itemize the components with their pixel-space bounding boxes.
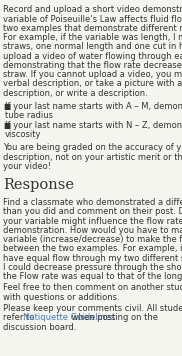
Text: variable of Poiseuille’s Law affects fluid flow. Provide: variable of Poiseuille’s Law affects flu… (3, 15, 182, 23)
Text: variable (increase/decrease) to make the flow rate equal: variable (increase/decrease) to make the… (3, 235, 182, 244)
Text: Feel free to then comment on another student’s analysis: Feel free to then comment on another stu… (3, 283, 182, 292)
Text: have equal flow through my two different straw lengths,: have equal flow through my two different… (3, 253, 182, 262)
Text: verbal description, or take a picture with an added: verbal description, or take a picture wi… (3, 79, 182, 88)
Text: Please keep your comments civil. All students should: Please keep your comments civil. All stu… (3, 304, 182, 313)
Text: viscosity: viscosity (5, 130, 41, 139)
Text: demonstrating that the flow rate decreases in the longer: demonstrating that the flow rate decreas… (3, 61, 182, 70)
Text: than you did and comment on their post. Describe how: than you did and comment on their post. … (3, 207, 182, 216)
Text: Find a classmate who demonstrated a different variable: Find a classmate who demonstrated a diff… (3, 198, 182, 207)
Text: For example, if the variable was length, I might have two: For example, if the variable was length,… (3, 33, 182, 42)
Text: If your last name starts with N – Z, demonstrate fluid: If your last name starts with N – Z, dem… (5, 121, 182, 130)
Text: your video!: your video! (3, 162, 51, 171)
Text: Record and upload a short video demonstrating how a: Record and upload a short video demonstr… (3, 5, 182, 14)
Text: description, not on your artistic merit or the length of: description, not on your artistic merit … (3, 153, 182, 162)
Text: discussion board.: discussion board. (3, 323, 76, 331)
Text: ■: ■ (3, 121, 10, 130)
Text: the Flow rate was equal to that of the long straw.: the Flow rate was equal to that of the l… (3, 272, 182, 281)
Text: your variable might influence the flow rate in their: your variable might influence the flow r… (3, 216, 182, 225)
Text: with questions or additions.: with questions or additions. (3, 293, 120, 302)
Text: refer to: refer to (3, 313, 37, 322)
Text: Netiquette Guidelines: Netiquette Guidelines (23, 313, 115, 322)
Text: If your last name starts with A – M, demonstrate: If your last name starts with A – M, dem… (5, 102, 182, 111)
Text: when posting on the: when posting on the (69, 313, 158, 322)
Text: ■: ■ (3, 102, 10, 111)
Text: demonstration. How would you have to manipulate your: demonstration. How would you have to man… (3, 226, 182, 235)
Text: description, or write a description.: description, or write a description. (3, 89, 148, 98)
Text: straws, one normal length and one cut in half. I would: straws, one normal length and one cut in… (3, 42, 182, 51)
Text: I could decrease pressure through the short straw until: I could decrease pressure through the sh… (3, 263, 182, 272)
Text: straw. If you cannot upload a video, you may record a: straw. If you cannot upload a video, you… (3, 70, 182, 79)
Text: upload a video of water flowing through each straw,: upload a video of water flowing through … (3, 52, 182, 61)
Text: Response: Response (3, 178, 74, 192)
Text: between the two examples. For example, if I want to: between the two examples. For example, i… (3, 244, 182, 253)
Text: two examples that demonstrate different rates of flow.: two examples that demonstrate different … (3, 24, 182, 33)
Text: You are being graded on the accuracy of your: You are being graded on the accuracy of … (3, 143, 182, 152)
Text: tube radius: tube radius (5, 111, 53, 120)
